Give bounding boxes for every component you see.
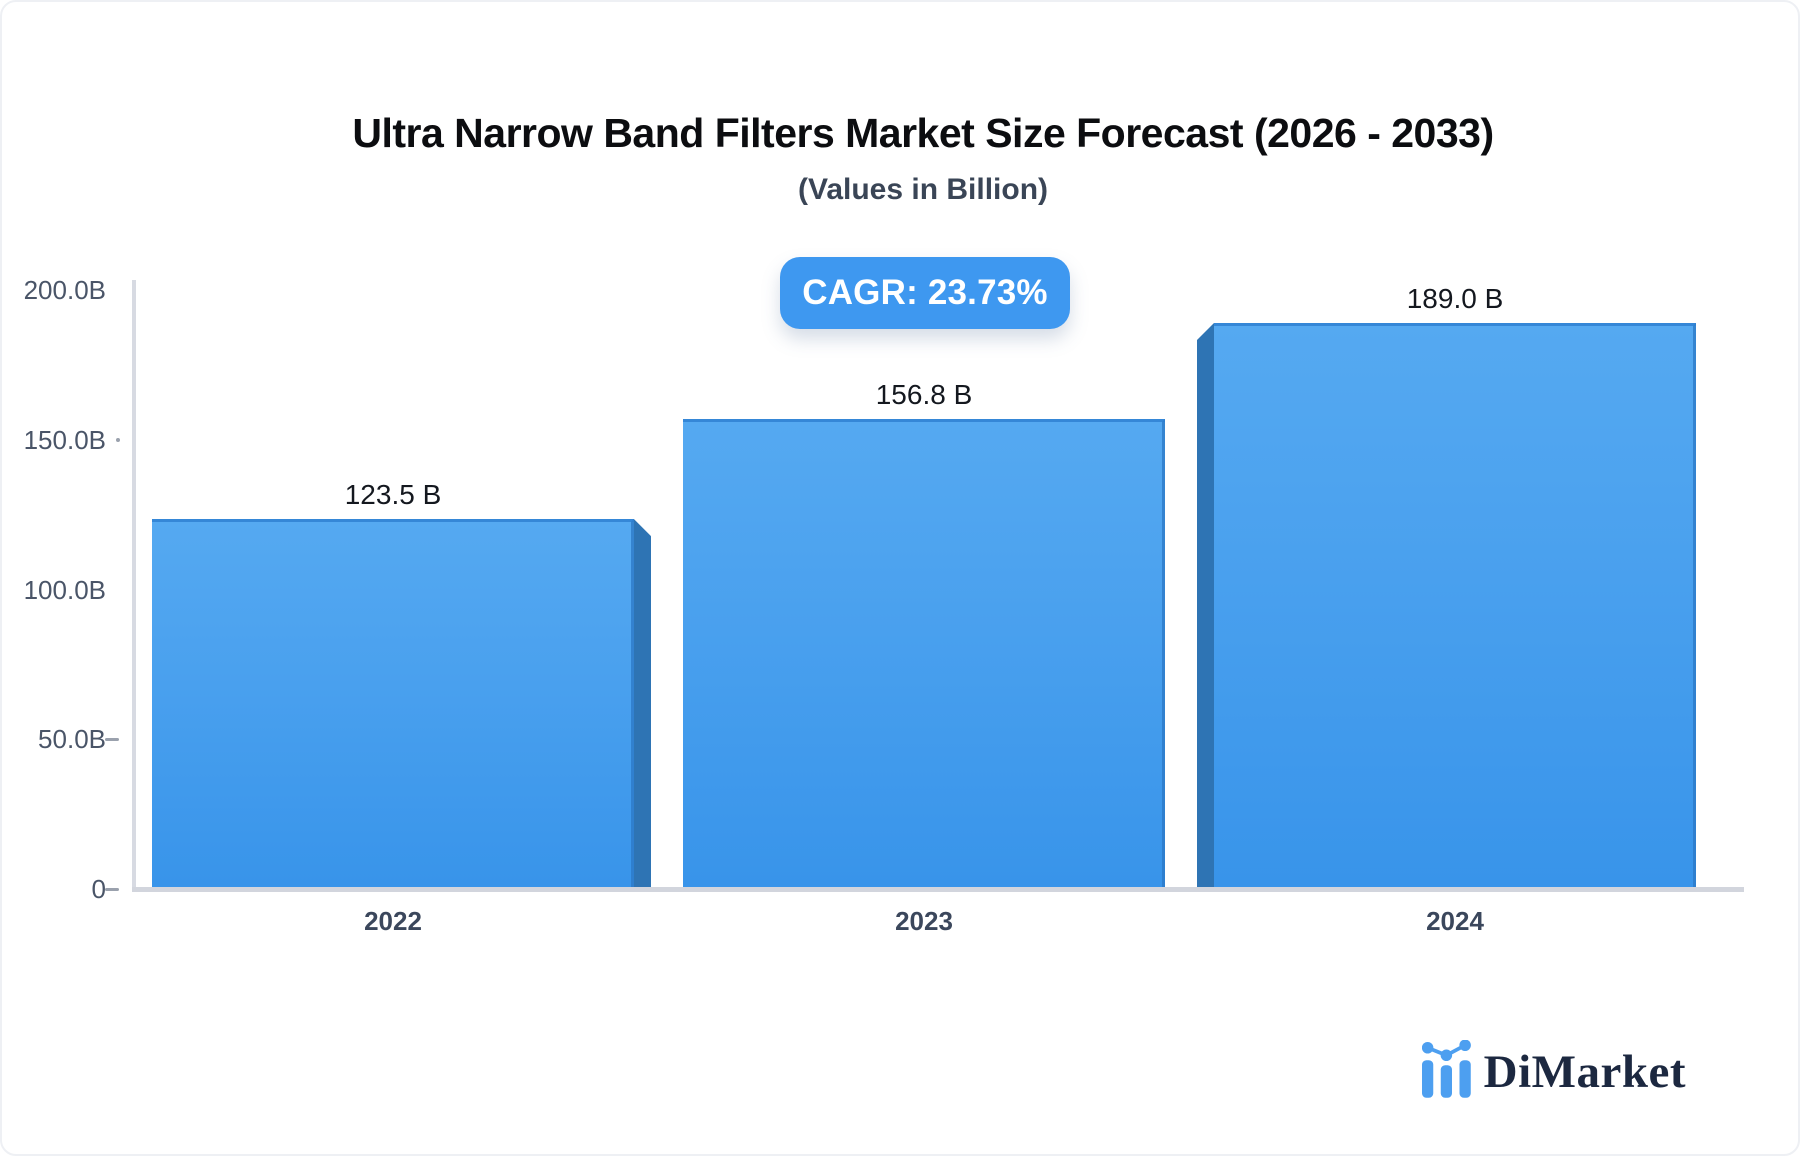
bar-chart-logo-icon [1421,1040,1471,1098]
cagr-badge: CAGR: 23.73% [780,257,1070,329]
bar-2022 [152,519,634,887]
x-tick-label: 2023 [895,906,953,936]
bar-value-label: 189.0 B [1406,282,1504,314]
y-tick-label: 0 [91,874,106,904]
brand-logo: DiMarket [1421,1038,1686,1098]
y-tick-mark [105,888,119,891]
x-tick-label: 2022 [364,906,422,936]
y-tick-label: 200.0B [23,275,106,305]
bar-3d-side [634,519,651,887]
y-axis-line [132,280,136,891]
x-axis-line [132,887,1744,892]
bar-2024 [1214,322,1696,887]
chart-header: Ultra Narrow Band Filters Market Size Fo… [2,2,1798,207]
bar-2023 [683,419,1165,887]
chart-subtitle: (Values in Billion) [797,173,1049,206]
brand-name: DiMarket [1483,1046,1686,1098]
y-tick-mark [116,437,120,442]
bar-value-label: 156.8 B [875,379,973,411]
y-tick-label: 150.0B [23,424,106,455]
y-tick-label: 100.0B [23,574,106,605]
x-tick-label: 2024 [1426,906,1484,936]
chart-title: Ultra Narrow Band Filters Market Size Fo… [352,110,1494,156]
cagr-badge-label: CAGR: 23.73% [802,273,1048,312]
bar-3d-side [1197,322,1214,887]
y-tick-mark [105,738,119,742]
bar-value-label: 123.5 B [344,479,442,511]
y-tick-label: 50.0B [38,724,106,755]
